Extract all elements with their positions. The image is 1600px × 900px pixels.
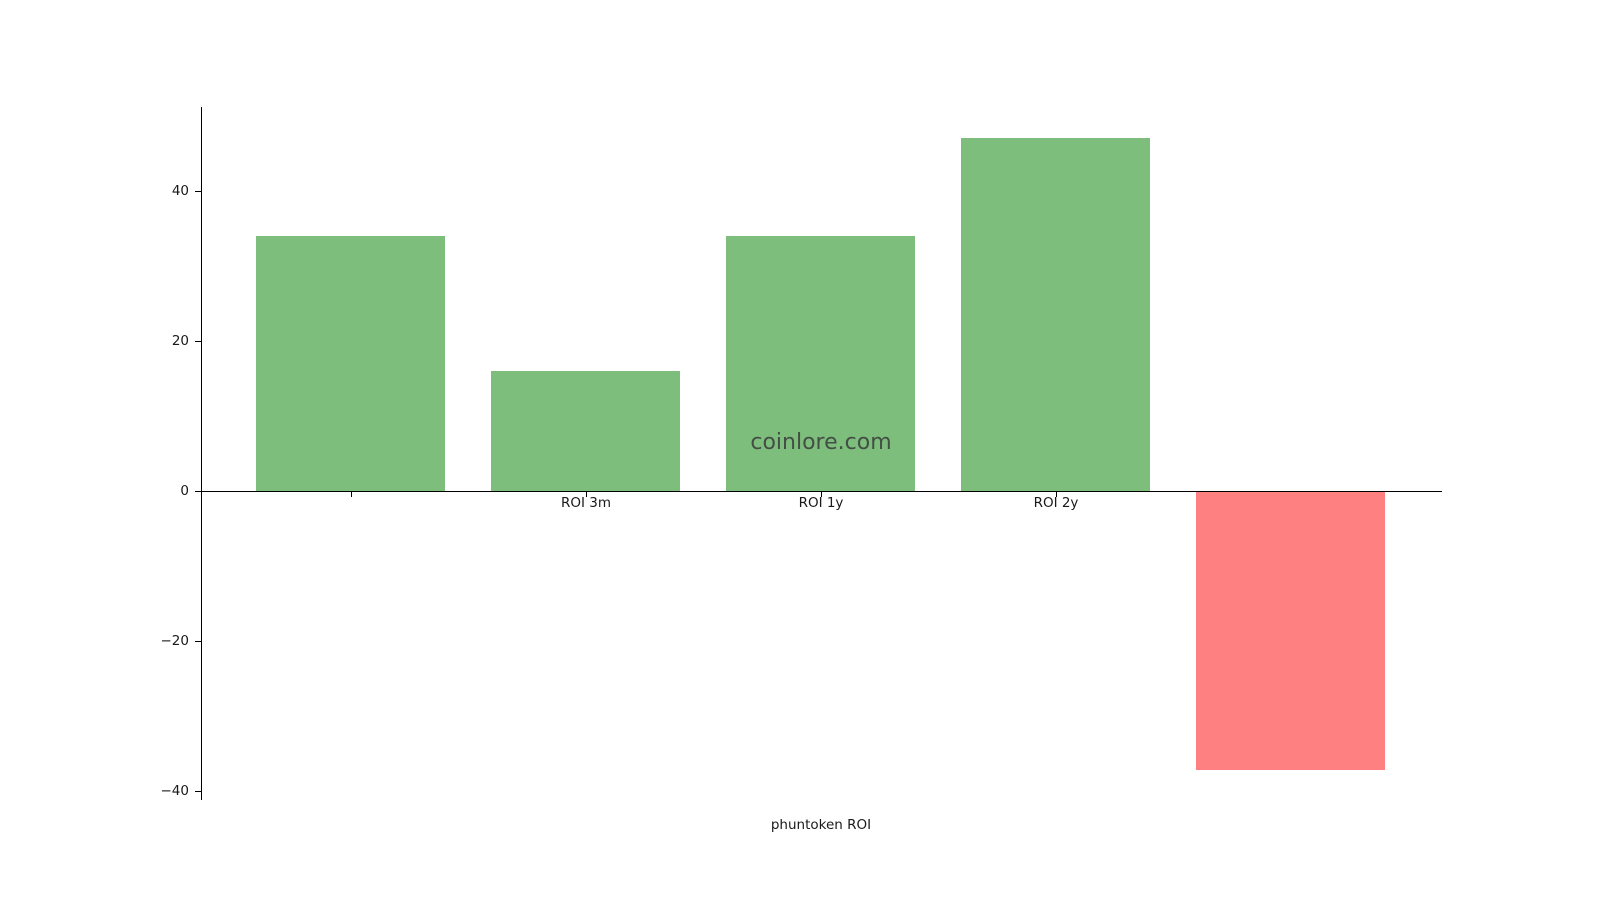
bar-positive xyxy=(256,236,445,491)
y-tick-label: 0 xyxy=(180,483,189,499)
x-tick-label: ROI 1y xyxy=(798,495,844,511)
y-tick-label: −20 xyxy=(160,633,190,649)
y-tick-mark xyxy=(195,641,201,642)
y-tick-label: 40 xyxy=(171,183,189,199)
y-tick-mark xyxy=(195,341,201,342)
y-tick-mark xyxy=(195,791,201,792)
x-tick-mark xyxy=(1056,492,1057,497)
y-axis-line xyxy=(201,107,202,800)
x-tick-mark xyxy=(351,492,352,497)
bar-positive xyxy=(961,138,1150,491)
x-axis-line xyxy=(201,491,1442,492)
x-tick-label: ROI 3m xyxy=(560,495,612,511)
y-tick-label: −40 xyxy=(160,783,190,799)
bar-negative xyxy=(1196,492,1385,770)
bar-positive xyxy=(726,236,915,491)
x-tick-label: ROI 2y xyxy=(1033,495,1079,511)
x-tick-mark xyxy=(586,492,587,497)
y-tick-label: 20 xyxy=(171,333,189,349)
x-tick-mark xyxy=(821,492,822,497)
watermark-text: coinlore.com xyxy=(750,430,892,455)
x-axis-title: phuntoken ROI xyxy=(770,817,872,833)
y-tick-mark xyxy=(195,491,201,492)
y-tick-mark xyxy=(195,191,201,192)
bar-positive xyxy=(491,371,680,491)
